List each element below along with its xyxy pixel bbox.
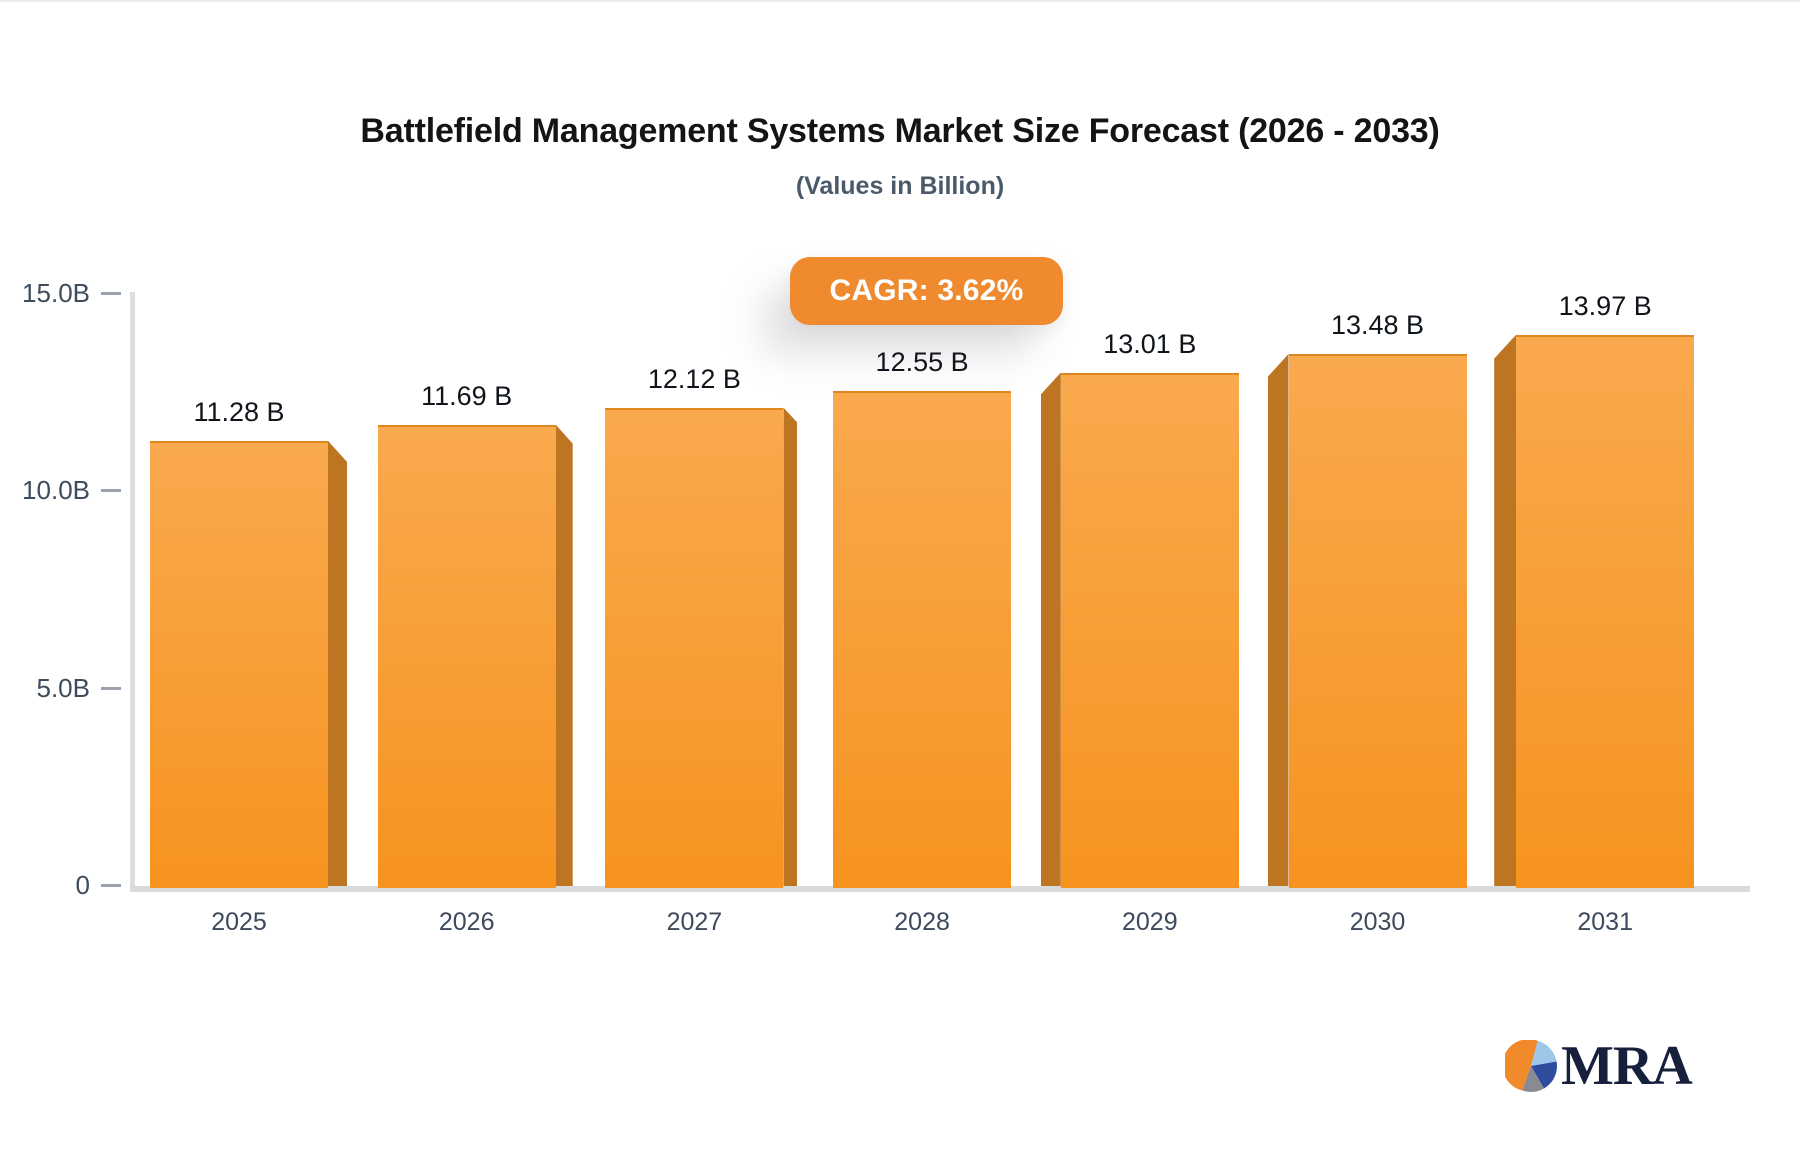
bar-2026 [377,424,556,888]
bar-side-2025 [328,440,347,886]
bar-2030 [1288,353,1467,888]
bar-side-2030 [1267,353,1289,886]
bar-value-label: 13.48 B [1330,309,1425,340]
y-axis-tick-label: 15.0B [22,278,90,308]
bar-value-label: 13.97 B [1558,290,1652,321]
x-axis-label: 2028 [894,908,950,936]
bar-value-label: 12.12 B [647,363,741,394]
bar-2028 [833,390,1012,888]
bar-value-label: 11.28 B [193,396,285,427]
y-axis-tick [101,292,121,295]
bar-2031 [1516,334,1695,888]
x-axis-label: 2031 [1577,908,1633,936]
x-axis-label: 2029 [1121,908,1178,936]
x-axis-label: 2026 [438,908,495,936]
x-axis-label: 2030 [1349,908,1406,936]
y-axis-tick-label: 10.0B [22,475,90,506]
brand-logo: MRA [1505,1035,1693,1097]
bar-side-2031 [1494,334,1517,886]
cagr-badge: CAGR: 3.62% [790,257,1063,325]
brand-logo-text: MRA [1561,1035,1693,1097]
bar-side-2029 [1040,372,1061,886]
bar-value-label: 13.01 B [1103,328,1197,359]
bar-side-2027 [783,407,798,886]
y-axis-tick [101,489,121,493]
x-axis-label: 2027 [666,908,723,936]
y-axis-tick [101,686,121,690]
bar-value-label: 11.69 B [421,380,513,411]
pie-chart-icon [1505,1040,1557,1092]
y-axis-tick-label: 5.0B [36,672,91,703]
y-axis-line [130,292,135,886]
x-axis-baseline [130,886,1750,892]
bar-value-label: 12.55 B [875,346,969,377]
x-axis-label: 2025 [211,908,267,936]
chart-title: Battlefield Management Systems Market Si… [360,112,1440,150]
bar-2029 [1060,372,1239,888]
y-axis-tick-label: 0 [75,870,90,900]
y-axis-tick [101,884,121,887]
chart-subtitle: (Values in Billion) [795,172,1005,200]
bar-2025 [150,440,328,888]
bar-side-2026 [555,424,573,886]
cagr-badge-label: CAGR: 3.62% [829,274,1024,307]
bar-2027 [605,407,784,888]
